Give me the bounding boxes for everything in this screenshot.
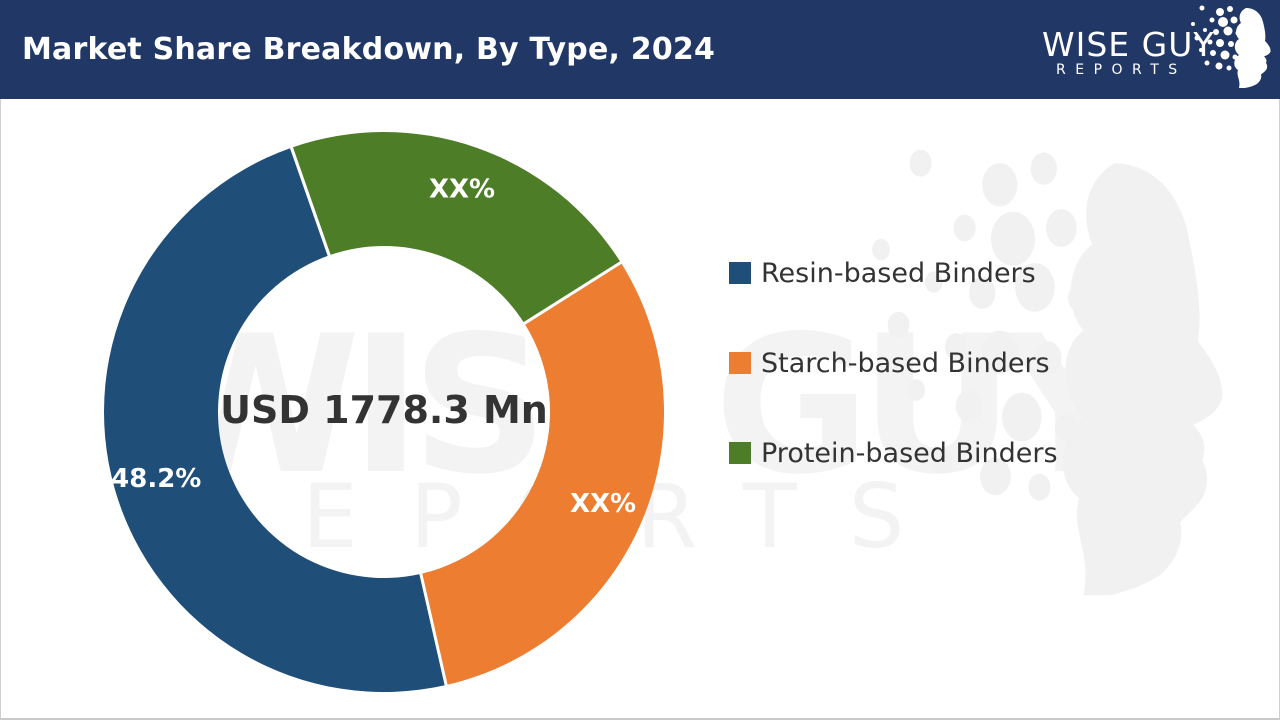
page-title: Market Share Breakdown, By Type, 2024 [22, 32, 716, 67]
donut-chart: 48.2% XX% XX% [104, 132, 664, 692]
legend-swatch-resin [729, 262, 751, 284]
legend: Resin-based Binders Starch-based Binders… [729, 256, 1058, 470]
legend-item-resin: Resin-based Binders [729, 256, 1058, 290]
legend-item-protein: Protein-based Binders [729, 436, 1058, 470]
legend-swatch-starch [729, 352, 751, 374]
legend-label-starch: Starch-based Binders [761, 347, 1050, 379]
donut-segment-label: 48.2% [111, 464, 201, 494]
legend-swatch-protein [729, 442, 751, 464]
logo-subtitle: REPORTS [1056, 62, 1187, 78]
legend-label-protein: Protein-based Binders [761, 437, 1058, 469]
donut-segment-label: XX% [429, 175, 495, 205]
donut-segment-label: XX% [570, 489, 636, 519]
segment-separator [419, 572, 448, 687]
wise-guy-logo: WISE GUY REPORTS [1042, 5, 1271, 88]
donut-segment-starch-based-binders [420, 262, 664, 686]
header-bar: Market Share Breakdown, By Type, 2024 [0, 0, 1280, 99]
logo-wordmark: WISE GUY [1042, 25, 1215, 64]
donut-segment-resin-based-binders [104, 147, 447, 692]
segment-separator [289, 146, 331, 257]
donut-center-value: USD 1778.3 Mn [220, 388, 548, 432]
segment-separator [522, 260, 623, 326]
legend-label-resin: Resin-based Binders [761, 257, 1036, 289]
legend-item-starch: Starch-based Binders [729, 346, 1058, 380]
donut-segment-protein-based-binders [291, 132, 621, 324]
chart-area: WISE GUY REPORTS 48.2%XX%XX% USD 1778.3 … [0, 99, 1280, 720]
